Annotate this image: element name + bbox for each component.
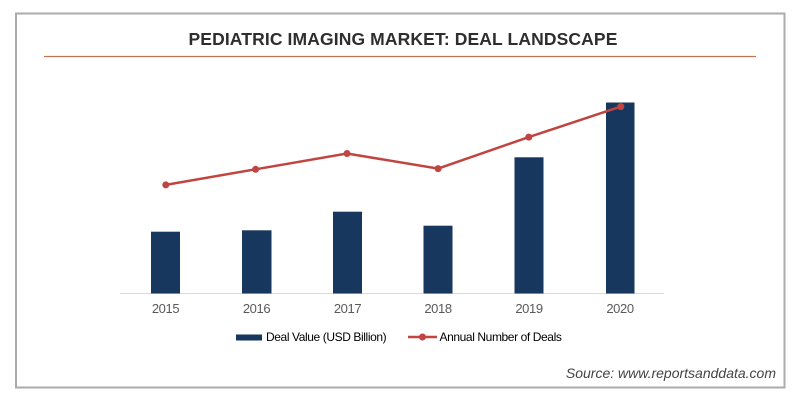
svg-text:Source: www.reportsanddata.com: Source: www.reportsanddata.com <box>566 365 776 381</box>
svg-text:2020: 2020 <box>606 301 633 316</box>
svg-text:PEDIATRIC IMAGING MARKET: DEAL: PEDIATRIC IMAGING MARKET: DEAL LANDSCAPE <box>188 29 617 49</box>
svg-text:2017: 2017 <box>334 301 361 316</box>
svg-text:Deal Value (USD Billion): Deal Value (USD Billion) <box>266 330 387 344</box>
svg-text:2018: 2018 <box>424 301 451 316</box>
svg-text:Annual Number of Deals: Annual Number of Deals <box>440 330 562 344</box>
svg-text:2016: 2016 <box>243 301 270 316</box>
svg-text:2015: 2015 <box>152 301 179 316</box>
svg-text:2019: 2019 <box>515 301 542 316</box>
